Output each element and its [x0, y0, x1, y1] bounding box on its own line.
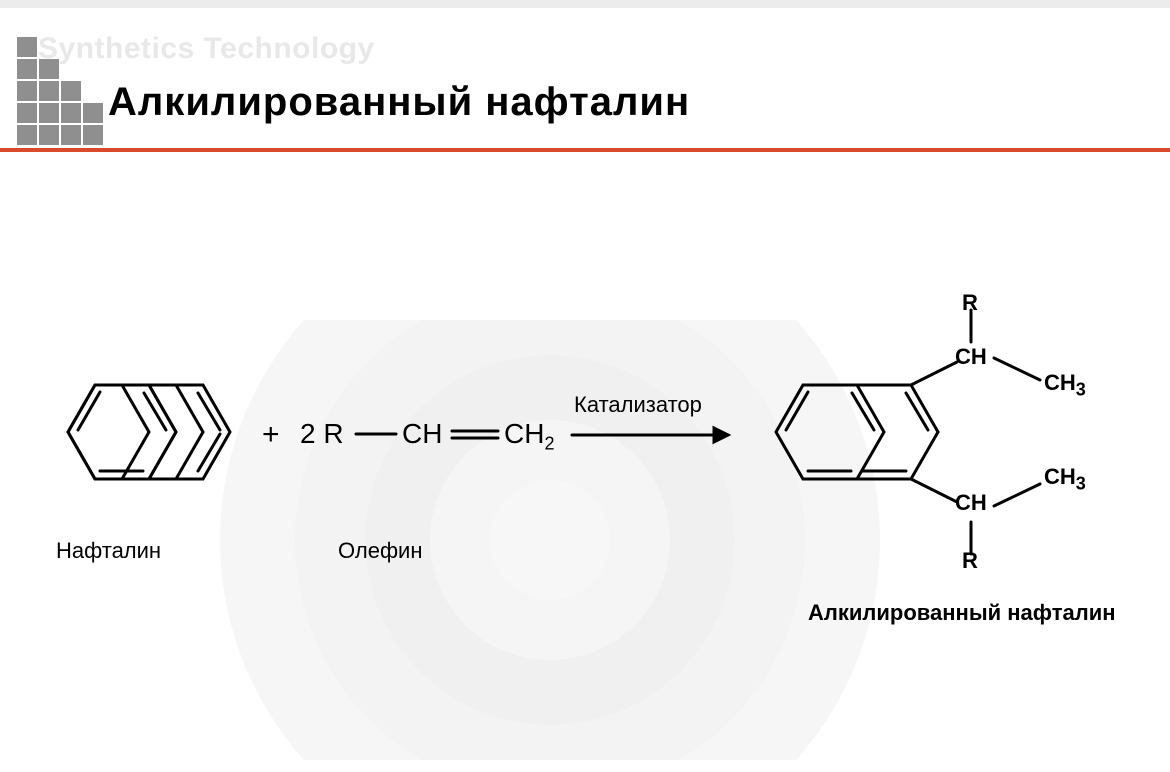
- product-CH3-top-sub: 3: [1076, 379, 1086, 399]
- staircase-cell: [38, 102, 60, 124]
- title-underline: [0, 148, 1170, 152]
- olefin-CH-a: CH: [402, 418, 442, 450]
- product-label: Алкилированный нафталин: [808, 600, 1116, 626]
- staircase-cell: [60, 102, 82, 124]
- naphthalene-structure: [30, 340, 250, 525]
- olefin-CH2-sub: 2: [544, 434, 554, 454]
- product-CH3-bot-sub: 3: [1076, 473, 1086, 493]
- staircase-cell: [82, 124, 104, 146]
- alkylated-naphthalene-structure: [752, 300, 1132, 600]
- product-CH3-top: CH3: [1044, 370, 1086, 400]
- reactant2-label: Олефин: [338, 538, 422, 564]
- staircase-cell: [16, 124, 38, 146]
- product-CH-top: CH: [955, 344, 987, 370]
- product-CH3-bot: CH3: [1044, 464, 1086, 494]
- product-R-top: R: [962, 290, 978, 316]
- staircase-cell: [16, 80, 38, 102]
- product-R-bot: R: [962, 548, 978, 574]
- staircase-cell: [60, 124, 82, 146]
- staircase-cell: [60, 80, 82, 102]
- watermark-text: Synthetics Technology: [38, 32, 375, 66]
- olefin-CH-b-text: CH: [504, 418, 544, 449]
- product-CH3-bot-text: CH: [1044, 464, 1076, 489]
- slide-top-gutter: [0, 0, 1170, 8]
- staircase-cell: [38, 124, 60, 146]
- slide-title: Алкилированный нафталин: [108, 80, 690, 125]
- staircase-cell: [16, 58, 38, 80]
- coefficient-2R: 2 R: [300, 418, 344, 450]
- reactant1-label: Нафталин: [56, 538, 161, 564]
- product-CH3-top-text: CH: [1044, 370, 1076, 395]
- staircase-cell: [82, 102, 104, 124]
- staircase-cell: [38, 80, 60, 102]
- staircase-cell: [16, 102, 38, 124]
- plus-sign: +: [262, 418, 280, 452]
- product-CH-bot: CH: [955, 490, 987, 516]
- staircase-cell: [16, 36, 38, 58]
- reaction-arrow: [568, 420, 748, 450]
- arrow-label: Катализатор: [574, 392, 702, 418]
- olefin-CH-b: CH2: [504, 418, 554, 455]
